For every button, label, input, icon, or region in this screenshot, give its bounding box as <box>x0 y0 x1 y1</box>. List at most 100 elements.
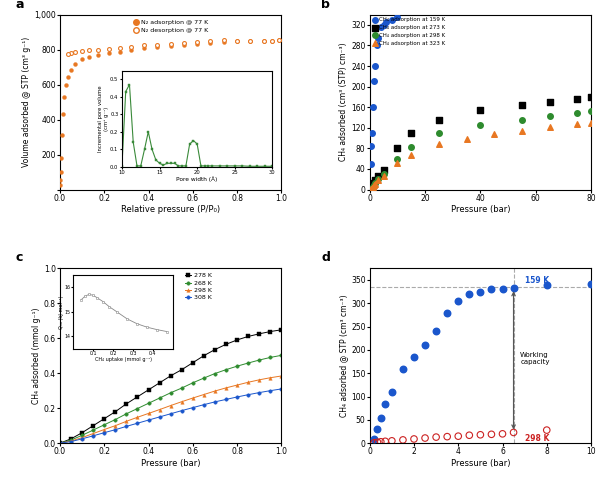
268 K <box>123 411 130 417</box>
CH₄ adsorption at 323 K <box>392 159 402 167</box>
Point <box>498 285 508 293</box>
Point <box>442 433 452 441</box>
Text: 159 K: 159 K <box>524 276 549 285</box>
298 K <box>112 423 119 429</box>
Point <box>373 438 382 446</box>
278 K <box>211 347 218 353</box>
CH₄ adsorption at 323 K <box>370 180 380 188</box>
268 K <box>233 363 241 369</box>
Point <box>542 426 551 434</box>
308 K <box>145 417 152 423</box>
CH₄ adsorption at 273 K <box>586 93 596 101</box>
298 K <box>178 399 185 405</box>
CH₄ adsorption at 273 K <box>366 185 376 192</box>
Point <box>420 341 430 349</box>
268 K <box>79 432 86 438</box>
Point <box>454 432 463 440</box>
278 K <box>244 334 251 339</box>
308 K <box>101 430 108 435</box>
CH₄ adsorption at 298 K <box>545 112 554 120</box>
Legend: CH₄ adsorption at 159 K, CH₄ adsorption at 273 K, CH₄ adsorption at 298 K, CH₄ a: CH₄ adsorption at 159 K, CH₄ adsorption … <box>373 18 445 46</box>
Text: a: a <box>16 0 24 11</box>
CH₄ adsorption at 323 K <box>545 123 554 131</box>
Point <box>387 388 397 396</box>
Point <box>370 439 379 447</box>
Point <box>380 437 390 445</box>
268 K <box>112 417 119 423</box>
Text: d: d <box>321 251 330 264</box>
CH₄ adsorption at 298 K <box>366 185 376 193</box>
268 K <box>56 440 64 446</box>
CH₄ adsorption at 323 K <box>373 176 383 184</box>
CH₄ adsorption at 298 K <box>369 181 379 189</box>
CH₄ adsorption at 323 K <box>434 140 443 148</box>
278 K <box>223 341 230 347</box>
Point <box>464 290 474 298</box>
Point <box>476 431 485 439</box>
CH₄ adsorption at 298 K <box>572 110 582 117</box>
CH₄ adsorption at 159 K <box>382 19 391 26</box>
278 K <box>145 387 152 393</box>
268 K <box>223 367 230 373</box>
Line: 268 K: 268 K <box>58 354 283 445</box>
Y-axis label: Volume adsorbed @ STP (cm³ g⁻¹): Volume adsorbed @ STP (cm³ g⁻¹) <box>22 37 31 167</box>
Point <box>498 430 508 438</box>
Legend: 278 K, 268 K, 298 K, 308 K: 278 K, 268 K, 298 K, 308 K <box>185 273 212 300</box>
278 K <box>56 440 64 446</box>
CH₄ adsorption at 298 K <box>406 144 416 151</box>
268 K <box>256 357 263 363</box>
Point <box>380 400 390 408</box>
Point <box>376 413 386 421</box>
CH₄ adsorption at 273 K <box>373 172 383 180</box>
268 K <box>134 406 141 412</box>
308 K <box>211 399 218 405</box>
268 K <box>89 427 97 433</box>
278 K <box>178 367 185 373</box>
X-axis label: Pressure (bar): Pressure (bar) <box>451 206 510 214</box>
278 K <box>89 423 97 429</box>
298 K <box>156 407 163 412</box>
Point <box>542 281 551 288</box>
CH₄ adsorption at 323 K <box>462 135 472 143</box>
Point <box>431 433 441 441</box>
278 K <box>112 409 119 414</box>
CH₄ adsorption at 273 K <box>379 166 388 174</box>
308 K <box>189 405 196 411</box>
278 K <box>266 329 274 335</box>
308 K <box>200 402 208 408</box>
308 K <box>134 420 141 426</box>
CH₄ adsorption at 273 K <box>369 179 379 187</box>
CH₄ adsorption at 298 K <box>392 155 402 163</box>
Text: b: b <box>321 0 330 11</box>
CH₄ adsorption at 323 K <box>368 184 377 191</box>
308 K <box>278 386 285 392</box>
Point <box>509 284 518 292</box>
CH₄ adsorption at 159 K <box>368 103 377 111</box>
CH₄ adsorption at 273 K <box>517 101 527 109</box>
308 K <box>223 396 230 402</box>
Text: Working
capacity: Working capacity <box>520 352 550 365</box>
278 K <box>256 331 263 337</box>
CH₄ adsorption at 323 K <box>517 128 527 135</box>
CH₄ adsorption at 159 K <box>392 13 402 21</box>
CH₄ adsorption at 273 K <box>476 106 485 113</box>
CH₄ adsorption at 298 K <box>367 185 376 192</box>
CH₄ adsorption at 159 K <box>373 34 383 42</box>
Point <box>487 431 496 438</box>
CH₄ adsorption at 298 K <box>517 116 527 124</box>
CH₄ adsorption at 323 K <box>369 182 379 189</box>
CH₄ adsorption at 159 K <box>367 142 376 150</box>
CH₄ adsorption at 298 K <box>379 170 388 178</box>
278 K <box>67 436 74 442</box>
X-axis label: Pressure (bar): Pressure (bar) <box>451 459 510 468</box>
308 K <box>256 390 263 395</box>
CH₄ adsorption at 159 K <box>387 16 397 24</box>
CH₄ adsorption at 323 K <box>366 185 376 193</box>
298 K <box>211 388 218 394</box>
Point <box>370 434 379 442</box>
298 K <box>167 403 174 409</box>
298 K <box>56 440 64 446</box>
CH₄ adsorption at 298 K <box>434 129 443 137</box>
CH₄ adsorption at 298 K <box>373 175 383 183</box>
268 K <box>101 422 108 428</box>
